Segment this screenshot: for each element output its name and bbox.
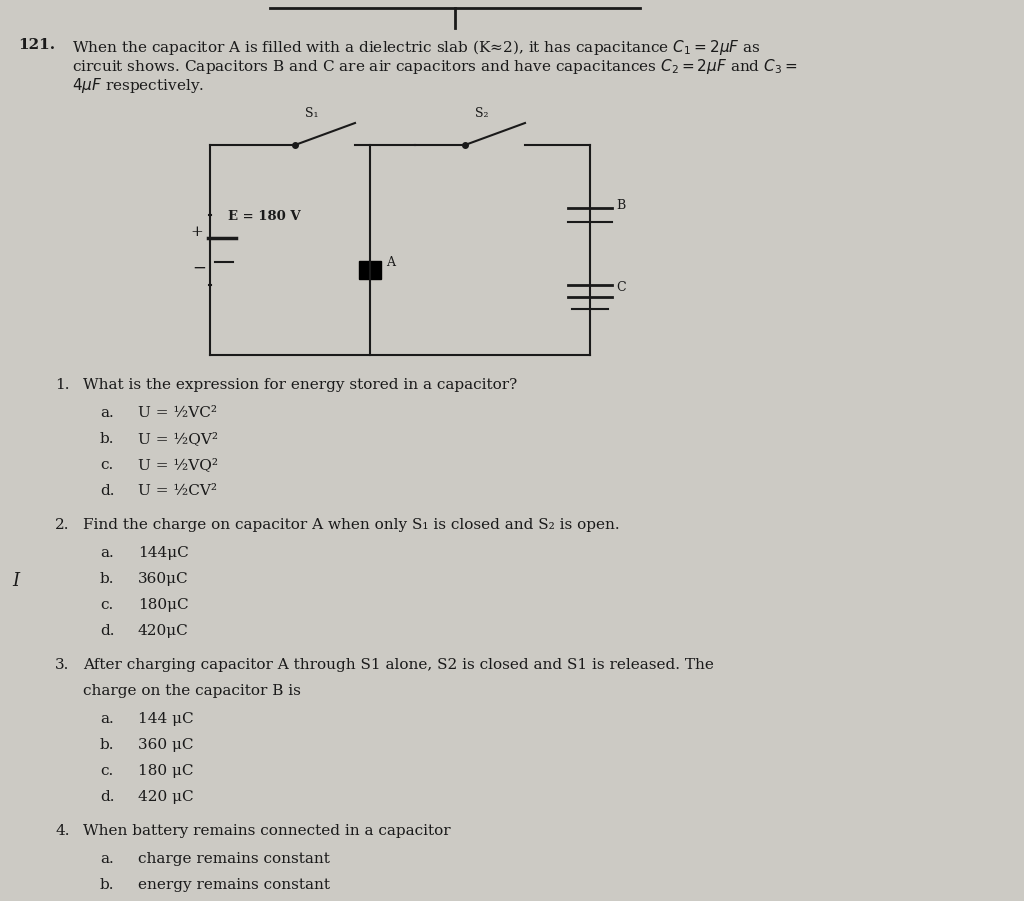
Text: +: +: [190, 225, 203, 239]
Text: energy remains constant: energy remains constant: [138, 878, 330, 892]
Text: S₂: S₂: [475, 107, 488, 120]
Text: c.: c.: [100, 458, 114, 472]
Text: a.: a.: [100, 712, 114, 726]
Text: a.: a.: [100, 852, 114, 866]
Text: After charging capacitor A through S1 alone, S2 is closed and S1 is released. Th: After charging capacitor A through S1 al…: [83, 658, 714, 672]
Text: When battery remains connected in a capacitor: When battery remains connected in a capa…: [83, 824, 451, 838]
Text: U = ½CV²: U = ½CV²: [138, 484, 217, 498]
Text: charge remains constant: charge remains constant: [138, 852, 330, 866]
Text: 420μC: 420μC: [138, 624, 188, 638]
Text: charge on the capacitor B is: charge on the capacitor B is: [83, 684, 301, 698]
Text: 3.: 3.: [55, 658, 70, 672]
Text: Find the charge on capacitor A when only S₁ is closed and S₂ is open.: Find the charge on capacitor A when only…: [83, 518, 620, 532]
Text: 144μC: 144μC: [138, 546, 188, 560]
Text: 2.: 2.: [55, 518, 70, 532]
Text: 180 μC: 180 μC: [138, 764, 194, 778]
Text: a.: a.: [100, 406, 114, 420]
Text: 4.: 4.: [55, 824, 70, 838]
Text: What is the expression for energy stored in a capacitor?: What is the expression for energy stored…: [83, 378, 517, 392]
Text: B: B: [616, 199, 626, 212]
Text: 121.: 121.: [18, 38, 55, 52]
Text: c.: c.: [100, 598, 114, 612]
Text: S₁: S₁: [305, 107, 318, 120]
Text: d.: d.: [100, 624, 115, 638]
Text: C: C: [616, 281, 626, 294]
Text: U = ½VC²: U = ½VC²: [138, 406, 217, 420]
Text: U = ½QV²: U = ½QV²: [138, 432, 218, 446]
Text: I: I: [12, 572, 19, 590]
Text: d.: d.: [100, 484, 115, 498]
Text: c.: c.: [100, 764, 114, 778]
Text: 144 μC: 144 μC: [138, 712, 194, 726]
Text: 1.: 1.: [55, 378, 70, 392]
Text: 360μC: 360μC: [138, 572, 188, 586]
Text: b.: b.: [100, 738, 115, 752]
Text: 360 μC: 360 μC: [138, 738, 194, 752]
Text: E = 180 V: E = 180 V: [228, 210, 301, 223]
Text: $4\mu F$ respectively.: $4\mu F$ respectively.: [72, 76, 204, 95]
Text: A: A: [386, 256, 395, 269]
Text: 420 μC: 420 μC: [138, 790, 194, 804]
Text: circuit shows. Capacitors B and C are air capacitors and have capacitances $C_2 : circuit shows. Capacitors B and C are ai…: [72, 57, 798, 76]
Text: b.: b.: [100, 432, 115, 446]
Bar: [359, 261, 381, 279]
Text: b.: b.: [100, 878, 115, 892]
Text: d.: d.: [100, 790, 115, 804]
Text: When the capacitor A is filled with a dielectric slab (K≈2), it has capacitance : When the capacitor A is filled with a di…: [72, 38, 761, 57]
Text: −: −: [193, 259, 206, 277]
Text: 180μC: 180μC: [138, 598, 188, 612]
Text: b.: b.: [100, 572, 115, 586]
Text: U = ½VQ²: U = ½VQ²: [138, 458, 218, 472]
Text: a.: a.: [100, 546, 114, 560]
